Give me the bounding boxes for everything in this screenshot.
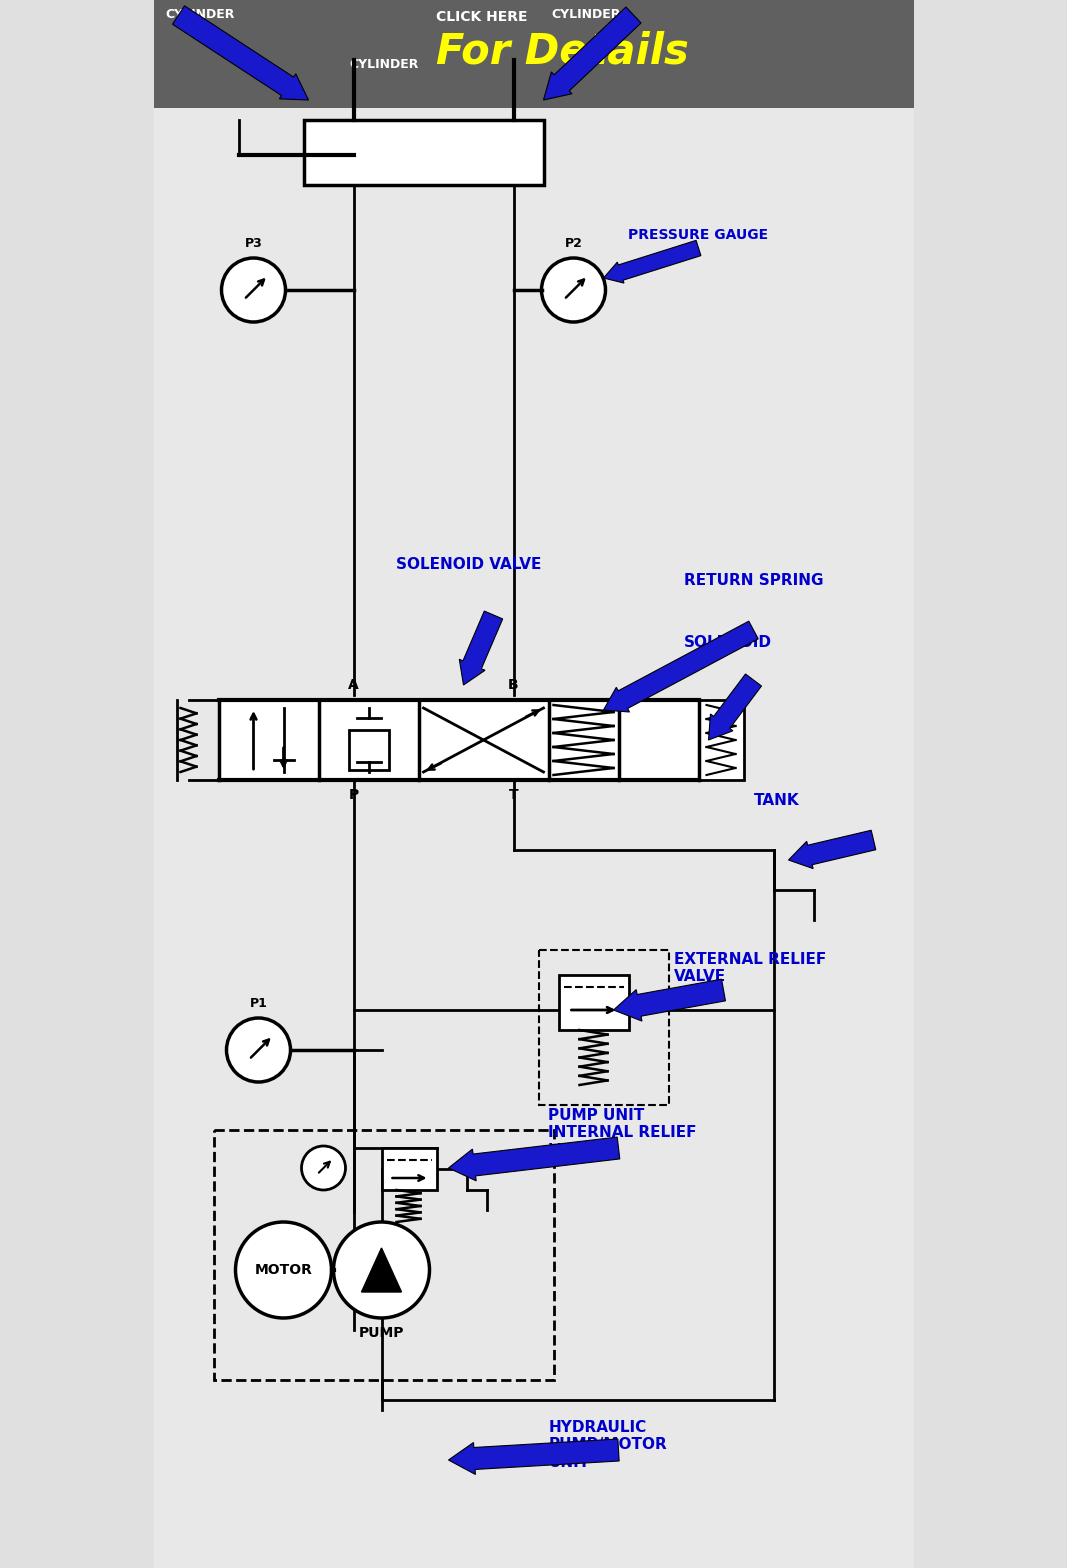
Bar bbox=[558, 975, 628, 1030]
Bar bbox=[548, 699, 619, 779]
Bar bbox=[619, 699, 699, 779]
Text: For Details: For Details bbox=[435, 30, 688, 72]
Text: TANK: TANK bbox=[753, 793, 799, 808]
Circle shape bbox=[222, 259, 286, 321]
Bar bbox=[219, 699, 319, 779]
Polygon shape bbox=[362, 1248, 401, 1292]
Polygon shape bbox=[459, 612, 503, 685]
Polygon shape bbox=[173, 6, 308, 100]
Circle shape bbox=[541, 259, 605, 321]
Polygon shape bbox=[614, 978, 726, 1021]
Text: CLICK HERE: CLICK HERE bbox=[435, 9, 527, 24]
Circle shape bbox=[226, 1018, 290, 1082]
Text: PRESSURE GAUGE: PRESSURE GAUGE bbox=[628, 227, 768, 241]
Text: T: T bbox=[509, 789, 519, 801]
Text: RETURN SPRING: RETURN SPRING bbox=[684, 572, 823, 588]
Text: MOTOR: MOTOR bbox=[255, 1262, 313, 1276]
Text: B: B bbox=[508, 677, 519, 691]
Text: P3: P3 bbox=[244, 237, 262, 249]
Circle shape bbox=[236, 1221, 332, 1319]
Polygon shape bbox=[789, 831, 876, 869]
Bar bbox=[303, 121, 543, 185]
Circle shape bbox=[334, 1221, 430, 1319]
Bar bbox=[539, 950, 669, 1105]
Text: P1: P1 bbox=[250, 997, 268, 1010]
Polygon shape bbox=[543, 6, 641, 100]
Text: A: A bbox=[348, 677, 359, 691]
Text: SOLENOID: SOLENOID bbox=[684, 635, 771, 651]
Bar bbox=[699, 699, 744, 779]
Text: SOLENOID VALVE: SOLENOID VALVE bbox=[396, 557, 541, 572]
Polygon shape bbox=[448, 1439, 619, 1474]
Bar bbox=[418, 699, 548, 779]
Text: CYLINDER: CYLINDER bbox=[552, 8, 621, 20]
Polygon shape bbox=[604, 621, 759, 712]
Polygon shape bbox=[448, 1137, 620, 1181]
Bar bbox=[154, 0, 913, 108]
Polygon shape bbox=[604, 240, 701, 284]
Bar bbox=[213, 1131, 554, 1380]
Text: CYLINDER: CYLINDER bbox=[165, 8, 235, 20]
Bar bbox=[349, 731, 388, 770]
Bar bbox=[382, 1148, 436, 1190]
Polygon shape bbox=[708, 674, 762, 740]
Bar bbox=[319, 699, 418, 779]
Text: PUMP: PUMP bbox=[359, 1327, 404, 1341]
Text: EXTERNAL RELIEF
VALVE: EXTERNAL RELIEF VALVE bbox=[673, 952, 826, 985]
Text: PUMP UNIT
INTERNAL RELIEF
VALVE: PUMP UNIT INTERNAL RELIEF VALVE bbox=[548, 1109, 697, 1157]
Text: HYDRAULIC
PUMP/MOTOR
UNIT: HYDRAULIC PUMP/MOTOR UNIT bbox=[548, 1421, 667, 1469]
Text: P2: P2 bbox=[564, 237, 583, 249]
Text: CYLINDER: CYLINDER bbox=[350, 58, 419, 71]
Text: P: P bbox=[348, 789, 359, 801]
Circle shape bbox=[302, 1146, 346, 1190]
